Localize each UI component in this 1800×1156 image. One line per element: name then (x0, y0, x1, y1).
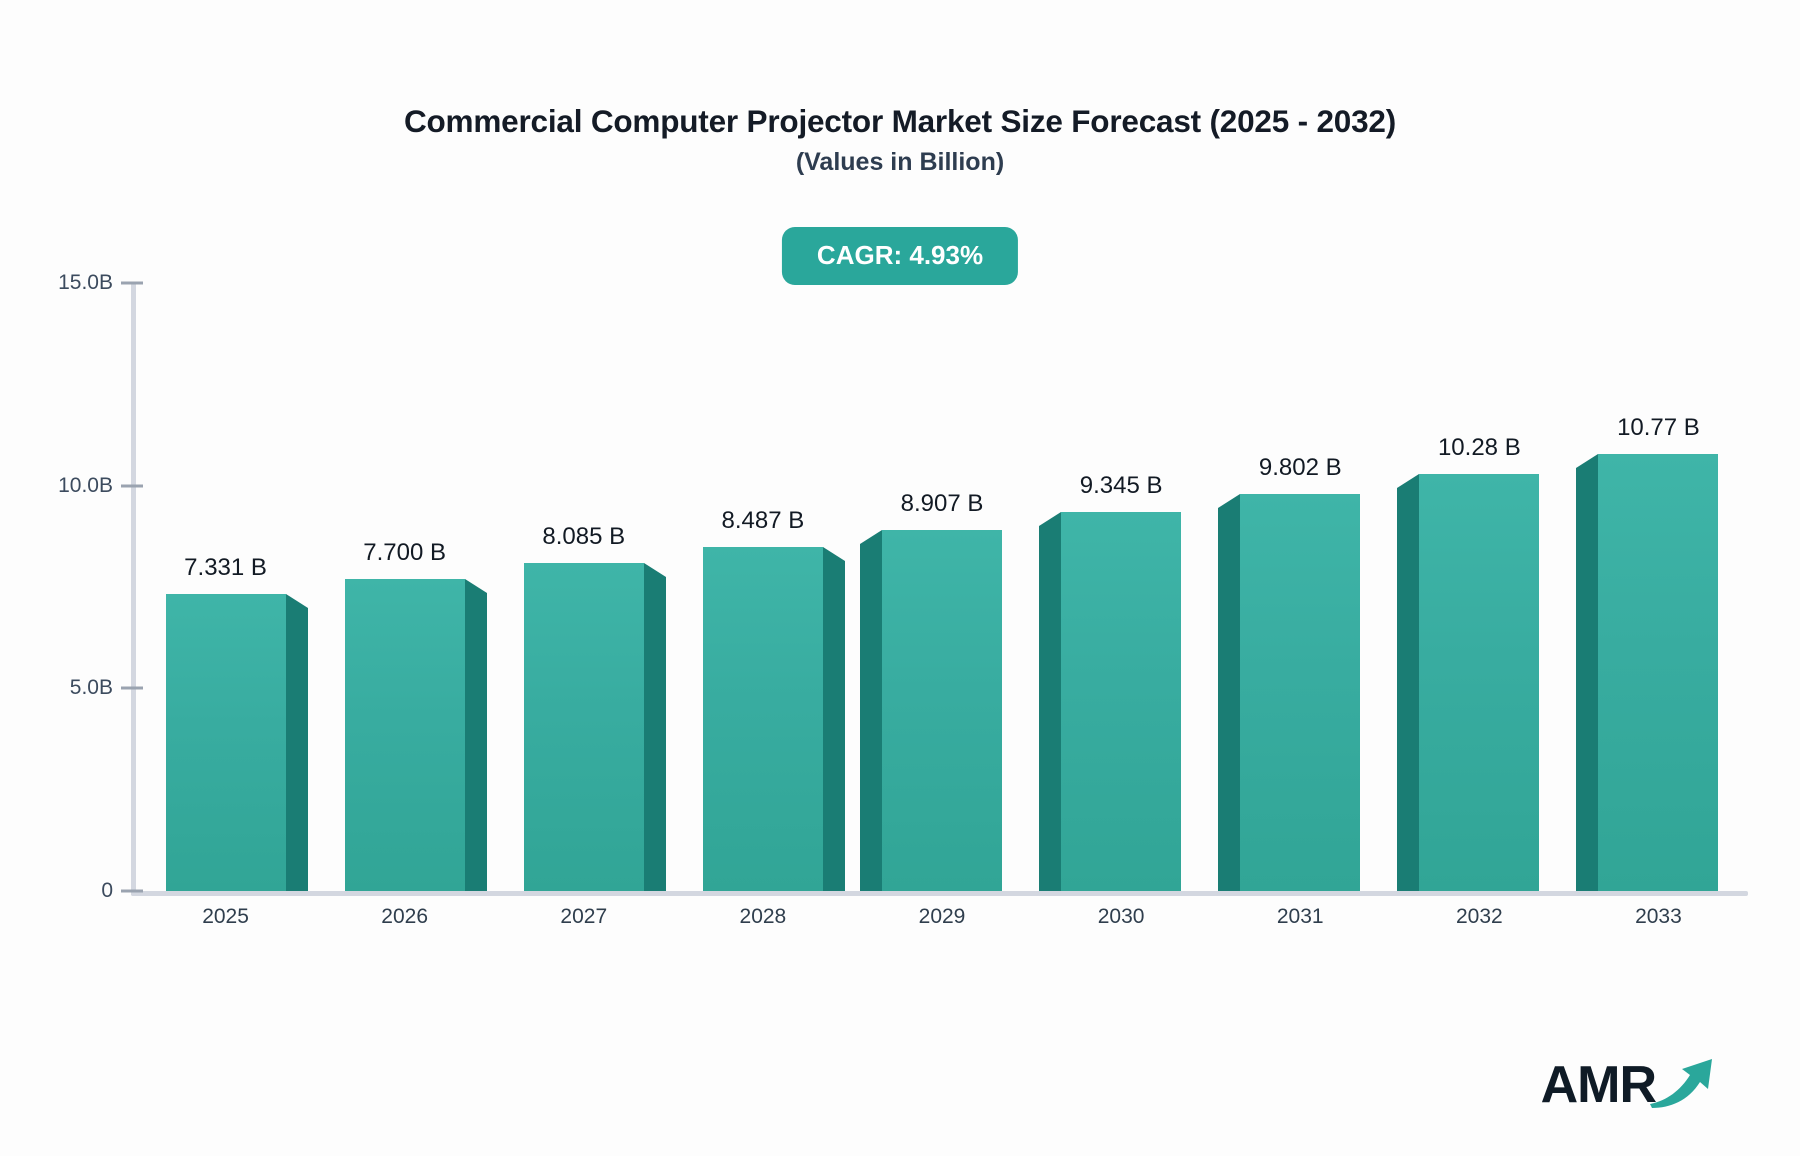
bar-face (165, 593, 286, 891)
bar-value-label: 9.345 B (1079, 472, 1163, 500)
bar-value-label: 10.77 B (1617, 414, 1700, 442)
bar-side-panel (285, 607, 308, 891)
y-tick-mark (121, 889, 143, 893)
y-tick-mark (121, 484, 143, 488)
y-tick-label: 0 (0, 879, 143, 903)
bar-face (1419, 474, 1540, 891)
bar-value-label: 8.487 B (721, 506, 805, 534)
bar-2032[interactable]: 10.28 B (1397, 434, 1540, 891)
x-tick-label-2032: 2032 (1455, 905, 1503, 928)
y-axis-line (131, 283, 136, 896)
page-title: Commercial Computer Projector Market Siz… (403, 103, 1397, 139)
cagr-badge: CAGR: 4.93% (781, 227, 1019, 285)
bar-side-panel (464, 592, 487, 891)
bar-side-panel (643, 577, 666, 891)
bar-top-bevel (1218, 493, 1241, 508)
y-tick-label: 5.0B (0, 676, 143, 700)
x-tick-label-2025: 2025 (202, 905, 249, 928)
logo-wordmark: AMR (1540, 1055, 1657, 1114)
amr-logo: AMR (1541, 1051, 1718, 1118)
bar-2025[interactable]: 7.331 B (165, 554, 308, 891)
bar-top-bevel (464, 578, 487, 593)
bar-top-bevel (643, 563, 666, 578)
x-tick-label-2031: 2031 (1276, 905, 1324, 928)
bar-face (702, 546, 823, 891)
bar-top-bevel (860, 529, 882, 544)
bar-side-panel (1397, 488, 1420, 891)
bar-value-label: 7.331 B (184, 553, 267, 581)
y-tick-mark (121, 686, 143, 690)
bar-side-panel (1039, 526, 1062, 891)
bar-face (882, 529, 1002, 891)
x-tick-label-2030: 2030 (1097, 905, 1145, 928)
bar-2028[interactable]: 8.487 B (702, 507, 845, 891)
bar-top-bevel (1576, 454, 1599, 469)
bar-2033[interactable]: 10.77 B (1576, 414, 1719, 891)
chart-subtitle: (Values in Billion) (795, 148, 1005, 176)
y-tick-label: 10.0B (0, 474, 143, 498)
bar-top-bevel (285, 593, 308, 608)
bar-2030[interactable]: 9.345 B (1039, 472, 1182, 891)
bar-side-panel (1218, 507, 1241, 891)
x-tick-label-2029: 2029 (918, 905, 966, 928)
bar-top-bevel (822, 546, 845, 561)
bar-value-label: 7.700 B (363, 538, 447, 566)
bar-face (344, 578, 465, 891)
bar-side-panel (822, 560, 845, 891)
bar-face (1598, 454, 1719, 891)
bar-face (1061, 512, 1182, 891)
bar-value-label: 8.907 B (900, 489, 984, 517)
bar-face (1240, 493, 1361, 891)
x-tick-label-2027: 2027 (560, 905, 608, 928)
bar-value-label: 10.28 B (1437, 434, 1521, 462)
x-tick-label-2028: 2028 (739, 905, 787, 928)
x-axis-line (131, 891, 1748, 896)
bar-top-bevel (1039, 512, 1062, 527)
y-tick-label: 15.0B (0, 271, 143, 295)
bar-2026[interactable]: 7.700 B (344, 539, 487, 891)
bar-top-bevel (1397, 474, 1420, 489)
bar-side-panel (1576, 468, 1599, 891)
x-tick-label-2033: 2033 (1635, 905, 1682, 928)
growth-arrow-icon (1646, 1051, 1718, 1114)
bar-face (523, 563, 644, 891)
bar-value-label: 9.802 B (1258, 453, 1342, 481)
bar-2027[interactable]: 8.085 B (523, 523, 666, 891)
bar-value-label: 8.085 B (542, 523, 626, 551)
bar-2031[interactable]: 9.802 B (1218, 454, 1361, 891)
y-tick-mark (121, 281, 143, 285)
x-tick-label-2026: 2026 (381, 905, 429, 928)
bar-side-panel (860, 543, 882, 891)
bar-2029[interactable]: 8.907 B (860, 490, 1002, 891)
